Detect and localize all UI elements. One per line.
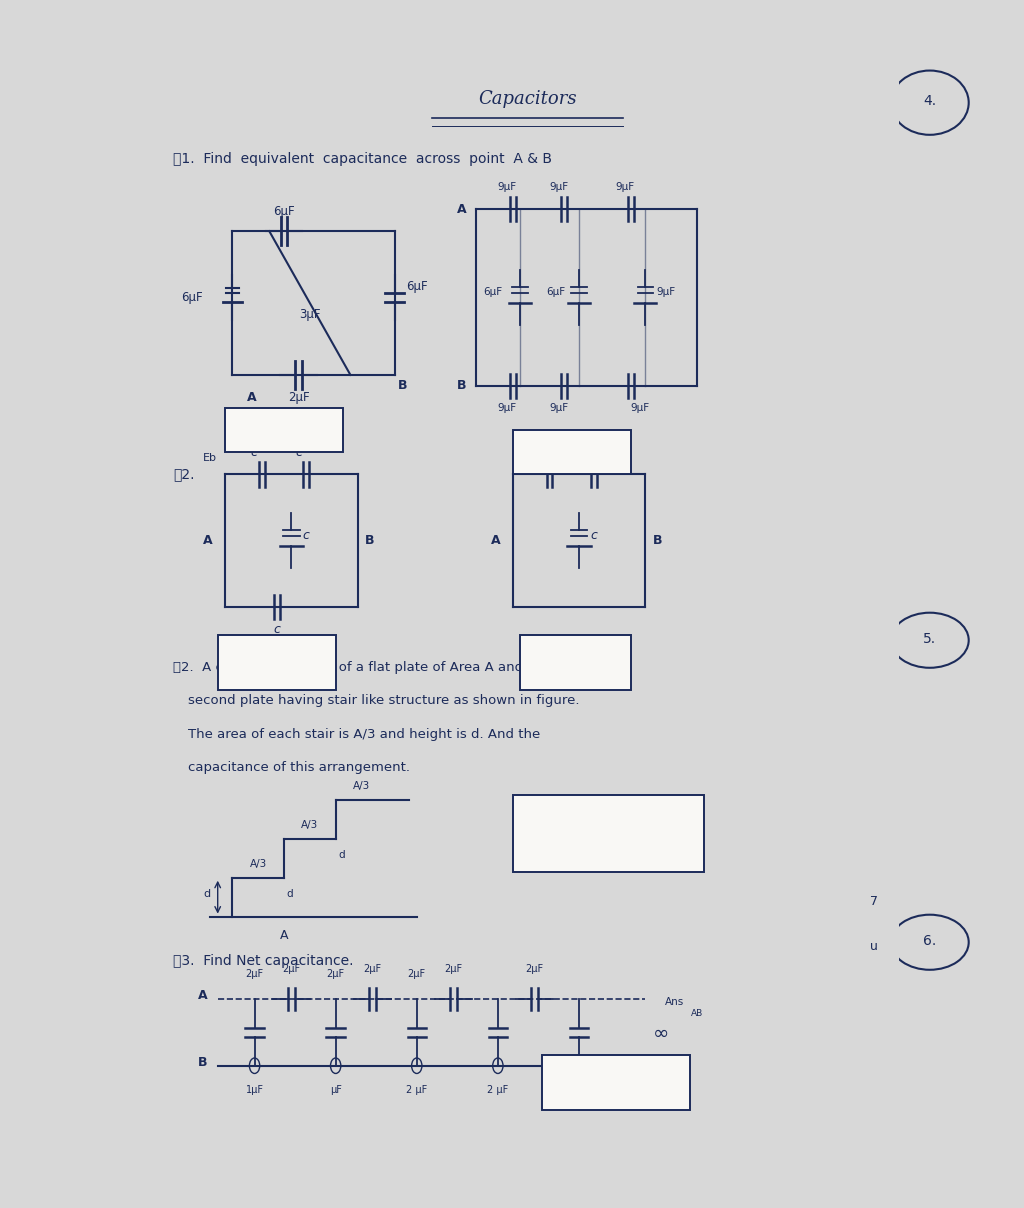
Text: C = 2μf: C = 2μf [588,1075,643,1090]
Text: A: A [280,929,289,941]
Text: A: A [199,989,208,1003]
Text: c: c [590,529,597,541]
Text: ␲2.: ␲2. [173,467,195,481]
Bar [225,408,343,452]
Text: 2: 2 [575,1085,582,1096]
Text: B: B [398,379,408,393]
Text: A: A [490,534,500,547]
Text: 2μF: 2μF [288,390,309,403]
Text: 9μF: 9μF [498,182,517,192]
Text: A: A [247,390,257,403]
Text: d: d [203,889,210,899]
Text: 6μF: 6μF [273,205,295,217]
Text: 9μF: 9μF [615,182,635,192]
Text: A: A [203,534,213,547]
Text: 9μF: 9μF [656,288,676,297]
Text: B: B [366,534,375,547]
Text: A: A [458,203,467,215]
Text: A/3: A/3 [353,782,370,791]
Text: Ans = 3μf: Ans = 3μf [538,446,606,459]
Text: 6μF: 6μF [546,288,565,297]
Text: B: B [652,534,663,547]
Text: ␲3.  Find Net capacitance.: ␲3. Find Net capacitance. [173,954,354,968]
Text: 9μF: 9μF [631,403,649,413]
Text: c: c [583,446,590,459]
Text: 6μF: 6μF [406,280,427,294]
Text: 6.: 6. [924,934,936,948]
Text: A/3: A/3 [301,820,318,830]
Text: A/3: A/3 [250,859,267,869]
Text: second plate having stair like structure as shown in figure.: second plate having stair like structure… [188,695,580,708]
Text: 2μF: 2μF [525,964,544,974]
Text: B: B [199,1056,208,1069]
Text: 5.: 5. [924,632,936,646]
Text: ␱1.  Find  equivalent  capacitance  across  point  A & B: ␱1. Find equivalent capacitance across p… [173,152,553,167]
Text: ␲2.  A capacitor is made of a flat plate of Area A and a: ␲2. A capacitor is made of a flat plate … [173,661,536,674]
Text: 6μF: 6μF [483,288,502,297]
Text: c: c [295,446,302,459]
Text: 2 μF: 2 μF [487,1085,509,1096]
Text: 7: 7 [869,895,878,908]
Bar [513,795,705,872]
Bar [542,1055,689,1110]
Text: c: c [539,446,546,459]
Bar [218,634,336,690]
Text: u: u [870,940,878,953]
Text: Ans = 5μf.: Ans = 5μf. [248,423,319,437]
Text: d: d [338,850,344,860]
Text: Eb: Eb [203,453,217,463]
Text: 2μF: 2μF [246,969,263,980]
Text: AB: AB [691,1009,703,1018]
Bar [520,634,631,690]
Text: c: c [273,622,280,635]
Text: 2μF: 2μF [444,964,463,974]
Text: 9μF: 9μF [550,182,568,192]
Text: Ans = 11ε₀A / 18d: Ans = 11ε₀A / 18d [546,826,672,841]
Bar [513,430,631,475]
Text: 9μF: 9μF [550,403,568,413]
Text: 9μF: 9μF [498,403,517,413]
Text: 2μF: 2μF [283,964,300,974]
Text: Ans: Ans [666,997,684,1007]
Text: 3μF: 3μF [299,308,321,320]
Text: Ans = 5C/3: Ans = 5C/3 [238,655,315,669]
Text: $\infty$: $\infty$ [652,1023,669,1043]
Text: 1μF: 1μF [246,1085,263,1096]
Text: μF: μF [330,1085,342,1096]
Text: 2 μF: 2 μF [407,1085,427,1096]
Text: c: c [251,446,258,459]
Text: Ans = 0: Ans = 0 [545,655,599,669]
Text: Capacitors: Capacitors [478,89,577,108]
Text: 2μF: 2μF [364,964,382,974]
Text: The area of each stair is A/3 and height is d. And the: The area of each stair is A/3 and height… [188,727,541,741]
Text: 2μF: 2μF [327,969,345,980]
Text: B: B [458,379,467,393]
Text: 6μF: 6μF [181,291,203,304]
Text: 2μF: 2μF [408,969,426,980]
Text: 4.: 4. [924,94,936,108]
Text: capacitance of this arrangement.: capacitance of this arrangement. [188,761,411,774]
Text: d: d [287,889,293,899]
Text: c: c [302,529,309,541]
